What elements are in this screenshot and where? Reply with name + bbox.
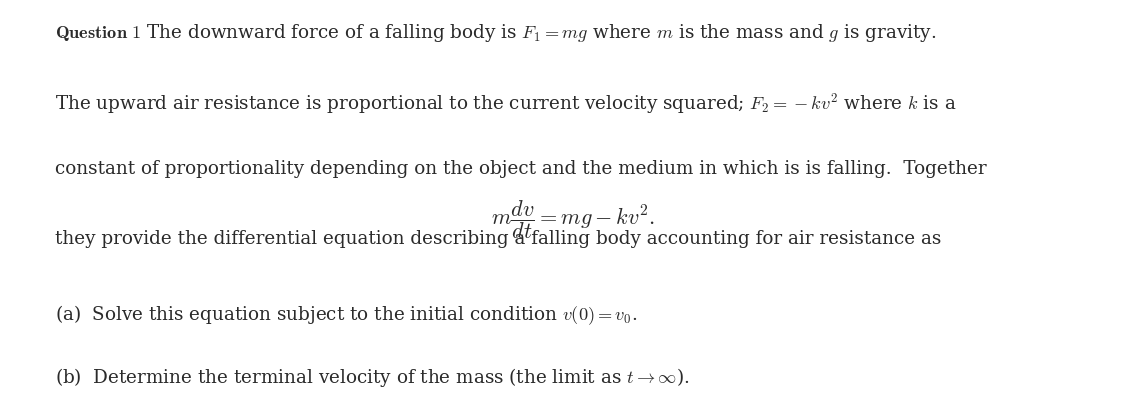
Text: (a)  Solve this equation subject to the initial condition $v(0) = v_0$.: (a) Solve this equation subject to the i…	[55, 303, 637, 327]
Text: they provide the differential equation describing a falling body accounting for : they provide the differential equation d…	[55, 230, 941, 248]
Text: constant of proportionality depending on the object and the medium in which is i: constant of proportionality depending on…	[55, 160, 987, 178]
Text: The upward air resistance is proportional to the current velocity squared; $F_2 : The upward air resistance is proportiona…	[55, 91, 957, 116]
Text: $m\dfrac{dv}{dt} = mg - kv^2.$: $m\dfrac{dv}{dt} = mg - kv^2.$	[490, 198, 656, 241]
Text: $\mathbf{Question\ 1}$ The downward force of a falling body is $F_1 = mg$ where : $\mathbf{Question\ 1}$ The downward forc…	[55, 22, 936, 44]
Text: (b)  Determine the terminal velocity of the mass (the limit as $t \to \infty$).: (b) Determine the terminal velocity of t…	[55, 366, 690, 389]
